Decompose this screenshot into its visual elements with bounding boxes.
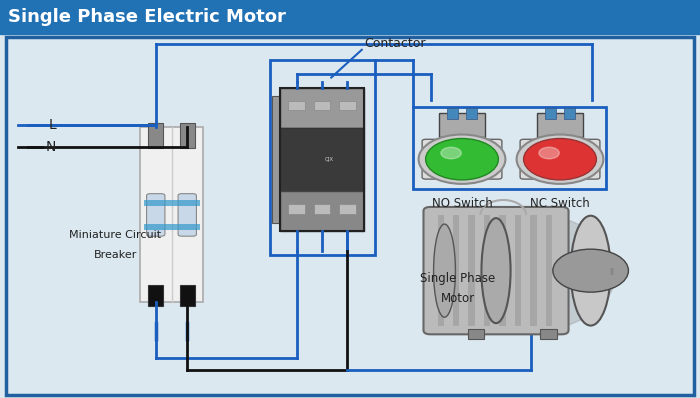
Text: Single Phase: Single Phase — [420, 272, 496, 285]
Bar — [447, 108, 458, 119]
Bar — [180, 123, 195, 148]
FancyBboxPatch shape — [520, 139, 600, 179]
Circle shape — [419, 135, 505, 184]
Bar — [531, 215, 536, 326]
Bar — [144, 224, 200, 230]
Text: Breaker: Breaker — [94, 250, 137, 260]
Ellipse shape — [433, 224, 456, 317]
Bar — [144, 200, 200, 206]
Circle shape — [517, 135, 603, 184]
Circle shape — [539, 147, 559, 159]
FancyBboxPatch shape — [424, 207, 568, 334]
Bar — [148, 123, 163, 148]
Bar — [484, 215, 490, 326]
Text: N: N — [46, 140, 56, 154]
Bar — [540, 329, 557, 339]
Circle shape — [441, 147, 461, 159]
Bar — [538, 113, 582, 137]
Text: Motor: Motor — [441, 292, 475, 305]
Bar — [545, 108, 556, 119]
Bar — [280, 88, 364, 231]
Bar — [280, 128, 364, 191]
Bar — [453, 215, 459, 326]
Bar — [180, 285, 195, 306]
Bar — [440, 113, 485, 137]
Bar — [272, 96, 280, 223]
Bar — [438, 215, 444, 326]
Bar — [564, 108, 575, 119]
Ellipse shape — [434, 213, 616, 332]
Bar — [288, 204, 305, 214]
Bar — [288, 101, 305, 110]
Text: Contactor: Contactor — [364, 37, 426, 50]
Bar — [314, 101, 330, 110]
Bar — [0, 0, 700, 34]
Bar — [140, 127, 203, 302]
Bar — [468, 215, 475, 326]
FancyBboxPatch shape — [422, 139, 502, 179]
Ellipse shape — [570, 216, 610, 326]
Text: Miniature Circuit: Miniature Circuit — [69, 230, 162, 240]
Bar — [413, 107, 606, 189]
Bar — [466, 108, 477, 119]
Bar — [280, 88, 364, 128]
Bar — [499, 215, 505, 326]
Bar — [339, 204, 356, 214]
Circle shape — [426, 139, 498, 180]
Bar — [468, 329, 484, 339]
Bar — [148, 285, 163, 306]
Text: Single Phase Electric Motor: Single Phase Electric Motor — [8, 8, 286, 26]
Text: NO Switch: NO Switch — [432, 197, 492, 210]
Bar — [270, 60, 374, 255]
Circle shape — [524, 139, 596, 180]
Text: NC Switch: NC Switch — [530, 197, 590, 210]
Bar — [314, 204, 330, 214]
Text: CJX: CJX — [324, 157, 334, 162]
Bar — [280, 191, 364, 231]
FancyBboxPatch shape — [178, 194, 197, 236]
Ellipse shape — [482, 218, 510, 323]
Bar — [339, 101, 356, 110]
Bar — [546, 215, 552, 326]
Bar — [515, 215, 521, 326]
FancyBboxPatch shape — [146, 194, 165, 236]
Text: L: L — [48, 118, 56, 133]
Circle shape — [553, 249, 629, 292]
